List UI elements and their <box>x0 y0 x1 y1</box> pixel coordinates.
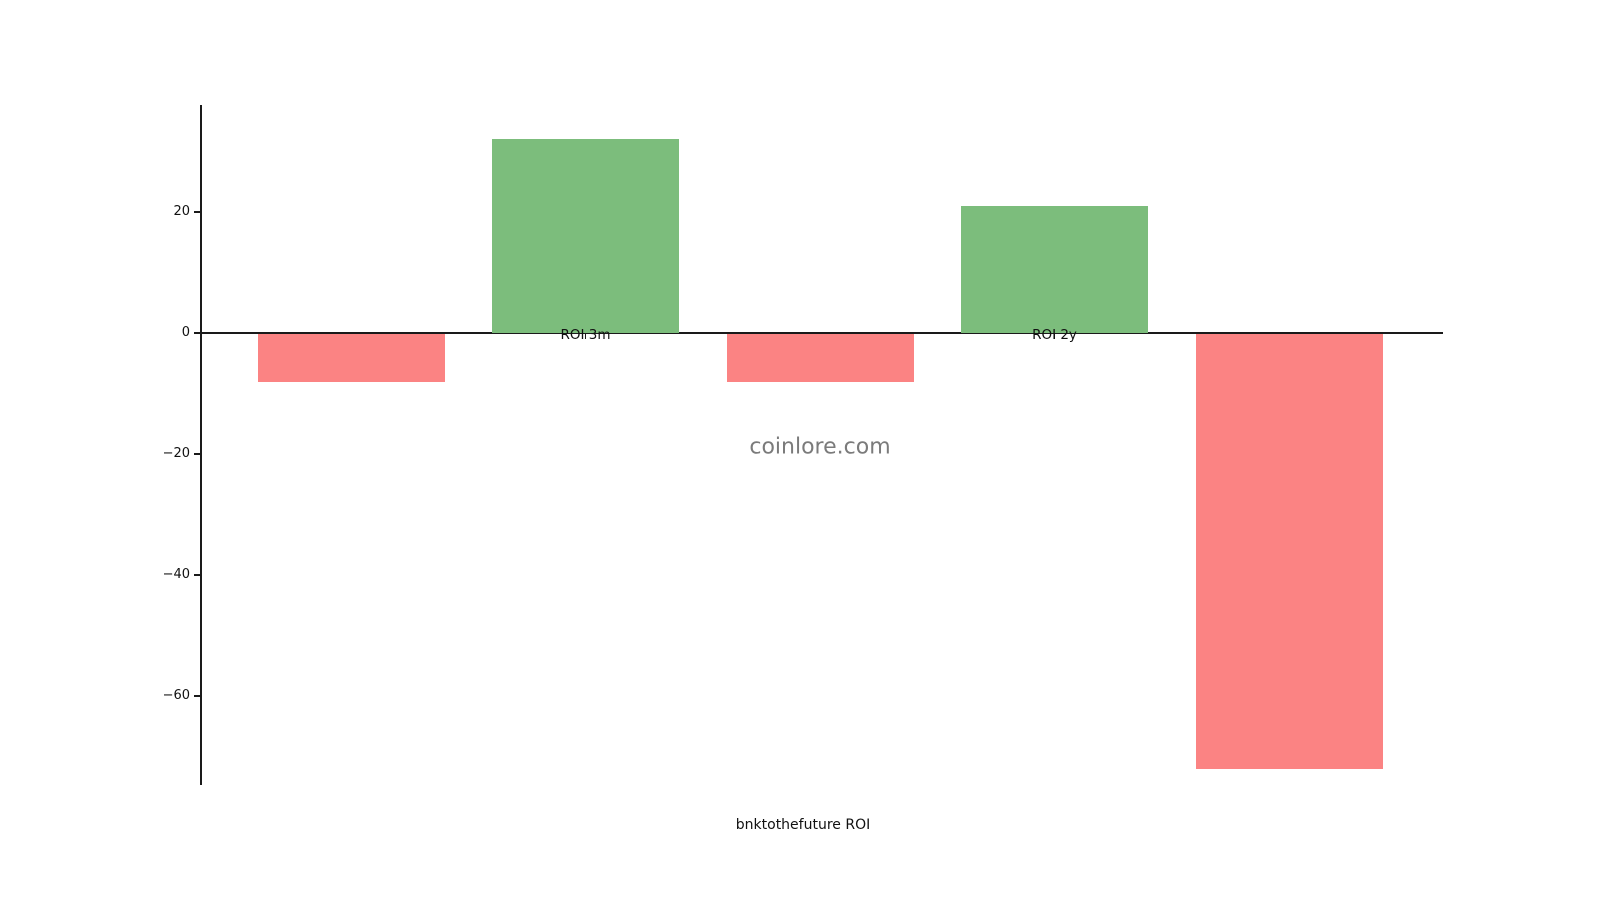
y-tick-label: 20 <box>173 204 190 219</box>
y-tick-label: −40 <box>162 567 190 582</box>
watermark: coinlore.com <box>749 434 891 460</box>
y-tick-mark <box>194 332 200 334</box>
y-tick-label: 0 <box>181 325 190 340</box>
y-tick-label: −20 <box>162 446 190 461</box>
y-axis-spine <box>200 105 202 785</box>
bar-ROI 3m <box>492 139 679 333</box>
chart-title: bnktothefuture ROI <box>735 817 871 833</box>
y-tick-mark <box>194 211 200 213</box>
x-tick-mark <box>1053 333 1056 339</box>
zero-baseline <box>200 332 1443 334</box>
bar-unlabeled-0 <box>257 333 445 383</box>
y-tick-mark <box>194 453 200 455</box>
x-tick-label: ROI 3m <box>560 327 611 343</box>
y-tick-label: −60 <box>162 688 190 703</box>
bar-unlabeled-4 <box>1195 333 1383 770</box>
x-tick-label: ROI 2y <box>1032 327 1077 343</box>
bar-unlabeled-2 <box>726 333 914 383</box>
y-tick-mark <box>194 574 200 576</box>
bar-ROI 2y <box>961 205 1148 333</box>
y-tick-mark <box>194 695 200 697</box>
x-tick-mark <box>584 333 587 339</box>
